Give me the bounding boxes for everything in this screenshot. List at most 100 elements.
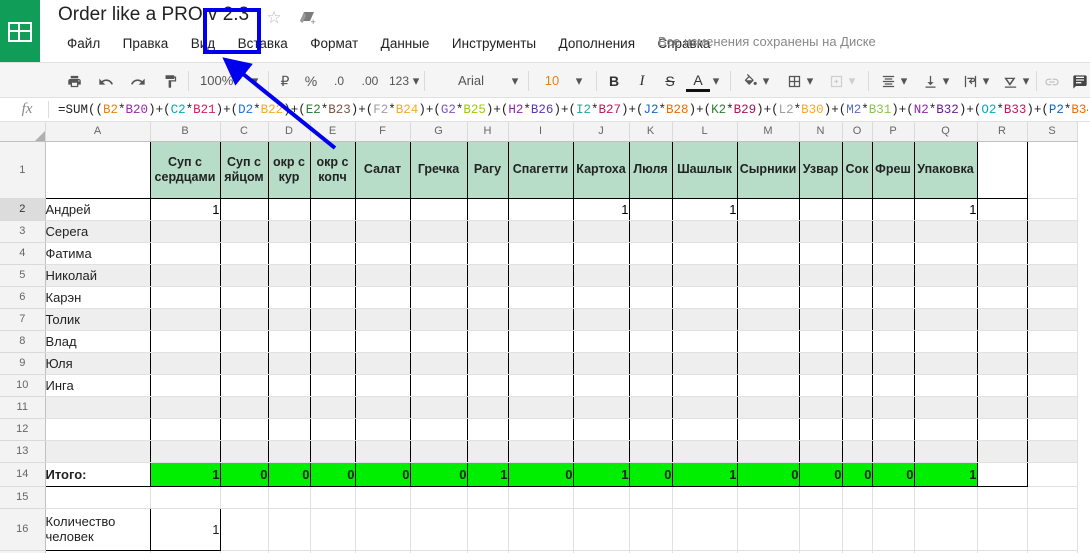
cell-M15[interactable]	[737, 486, 800, 509]
cell-J3[interactable]	[573, 220, 630, 243]
cell-M11[interactable]	[737, 396, 800, 419]
cell-A4[interactable]: Фатима	[44, 242, 151, 265]
cell-J9[interactable]	[573, 352, 630, 375]
cell-D10[interactable]	[268, 374, 311, 397]
cell-S14[interactable]	[1027, 462, 1078, 487]
column-header-F[interactable]: F	[355, 122, 411, 142]
cell-I4[interactable]	[508, 242, 574, 265]
cell-G9[interactable]	[410, 352, 468, 375]
row-header-9[interactable]: 9	[0, 352, 46, 375]
dish-header-M1[interactable]: Сырники	[737, 140, 800, 199]
cell-J15[interactable]	[573, 486, 630, 509]
cell-I6[interactable]	[508, 286, 574, 309]
cell-E16[interactable]	[310, 508, 356, 551]
cell-E3[interactable]	[310, 220, 356, 243]
cell-Q9[interactable]	[914, 352, 978, 375]
cell-P7[interactable]	[872, 308, 915, 331]
cell-R15[interactable]	[977, 486, 1028, 509]
total-label-cell[interactable]: Итого:	[44, 461, 151, 487]
dish-header-Q1[interactable]: Упаковка	[914, 140, 978, 199]
fill-color-icon[interactable]	[736, 67, 764, 95]
cell-P5[interactable]	[872, 264, 915, 287]
cell-S10[interactable]	[1027, 374, 1078, 397]
cell-B6[interactable]	[150, 286, 221, 309]
cell-I8[interactable]	[508, 330, 574, 353]
cell-D3[interactable]	[268, 220, 311, 243]
total-cell-B14[interactable]: 1	[150, 461, 221, 487]
cell-H4[interactable]	[467, 242, 509, 265]
cell-A13[interactable]	[44, 440, 151, 463]
cell-A6[interactable]: Карэн	[44, 286, 151, 309]
cell-N10[interactable]	[799, 374, 843, 397]
column-header-P[interactable]: P	[872, 122, 915, 142]
cell-P9[interactable]	[872, 352, 915, 375]
cell-F6[interactable]	[355, 286, 411, 309]
cell-D12[interactable]	[268, 418, 311, 441]
zoom-value[interactable]: 100%	[200, 73, 234, 88]
cell-K17[interactable]	[629, 550, 673, 553]
dish-header-I1[interactable]: Спагетти	[508, 140, 574, 199]
cell-O9[interactable]	[842, 352, 873, 375]
cell-N5[interactable]	[799, 264, 843, 287]
row-header-11[interactable]: 11	[0, 396, 46, 419]
cell-N17[interactable]	[799, 550, 843, 553]
total-cell-D14[interactable]: 0	[268, 461, 311, 487]
cell-Q12[interactable]	[914, 418, 978, 441]
cell-H11[interactable]	[467, 396, 509, 419]
cell-A12[interactable]	[44, 418, 151, 441]
cell-N3[interactable]	[799, 220, 843, 243]
cell-K5[interactable]	[629, 264, 673, 287]
dish-header-N1[interactable]: Узвар	[799, 140, 843, 199]
cell-O7[interactable]	[842, 308, 873, 331]
cell-S9[interactable]	[1027, 352, 1078, 375]
total-cell-M14[interactable]: 0	[737, 461, 800, 487]
column-header-M[interactable]: M	[737, 122, 800, 142]
total-cell-H14[interactable]: 1	[467, 461, 509, 487]
cell-H16[interactable]	[467, 508, 509, 551]
cell-N4[interactable]	[799, 242, 843, 265]
cell-S6[interactable]	[1027, 286, 1078, 309]
cell-S1[interactable]	[1027, 141, 1078, 199]
row-header-7[interactable]: 7	[0, 308, 46, 331]
cell-E6[interactable]	[310, 286, 356, 309]
row-header-12[interactable]: 12	[0, 418, 46, 441]
cell-O16[interactable]	[842, 508, 873, 551]
total-cell-L14[interactable]: 1	[672, 461, 738, 487]
total-cell-O14[interactable]: 0	[842, 461, 873, 487]
cell-H13[interactable]	[467, 440, 509, 463]
cell-S17[interactable]	[1027, 550, 1078, 553]
cell-J7[interactable]	[573, 308, 630, 331]
cell-R16[interactable]	[977, 508, 1028, 551]
cell-F5[interactable]	[355, 264, 411, 287]
cell-F15[interactable]	[355, 486, 411, 509]
cell-R6[interactable]	[977, 286, 1028, 309]
cell-D2[interactable]	[268, 198, 311, 221]
column-header-N[interactable]: N	[799, 122, 843, 142]
cell-M16[interactable]	[737, 508, 800, 551]
cell-I5[interactable]	[508, 264, 574, 287]
cell-S5[interactable]	[1027, 264, 1078, 287]
cell-I9[interactable]	[508, 352, 574, 375]
cell-P3[interactable]	[872, 220, 915, 243]
cell-Q17[interactable]	[914, 550, 978, 553]
cell-G6[interactable]	[410, 286, 468, 309]
italic-button[interactable]: I	[639, 73, 645, 89]
cell-L13[interactable]	[672, 440, 738, 463]
cell-O13[interactable]	[842, 440, 873, 463]
row-header-6[interactable]: 6	[0, 286, 46, 309]
cell-L10[interactable]	[672, 374, 738, 397]
cell-N11[interactable]	[799, 396, 843, 419]
row-header-17[interactable]	[0, 550, 46, 553]
cell-N16[interactable]	[799, 508, 843, 551]
cell-G2[interactable]	[410, 198, 468, 221]
print-icon[interactable]	[60, 67, 88, 95]
sheet-table[interactable]: A B C D E F G H I J K L M N O P Q R S 1 Суп с сердцами Суп с …	[0, 122, 1078, 553]
cell-R5[interactable]	[977, 264, 1028, 287]
cell-N2[interactable]	[799, 198, 843, 221]
cell-B4[interactable]	[150, 242, 221, 265]
total-cell-J14[interactable]: 1	[573, 461, 630, 487]
cell-H2[interactable]	[467, 198, 509, 221]
cell-E15[interactable]	[310, 486, 356, 509]
cell-F7[interactable]	[355, 308, 411, 331]
cell-B5[interactable]	[150, 264, 221, 287]
